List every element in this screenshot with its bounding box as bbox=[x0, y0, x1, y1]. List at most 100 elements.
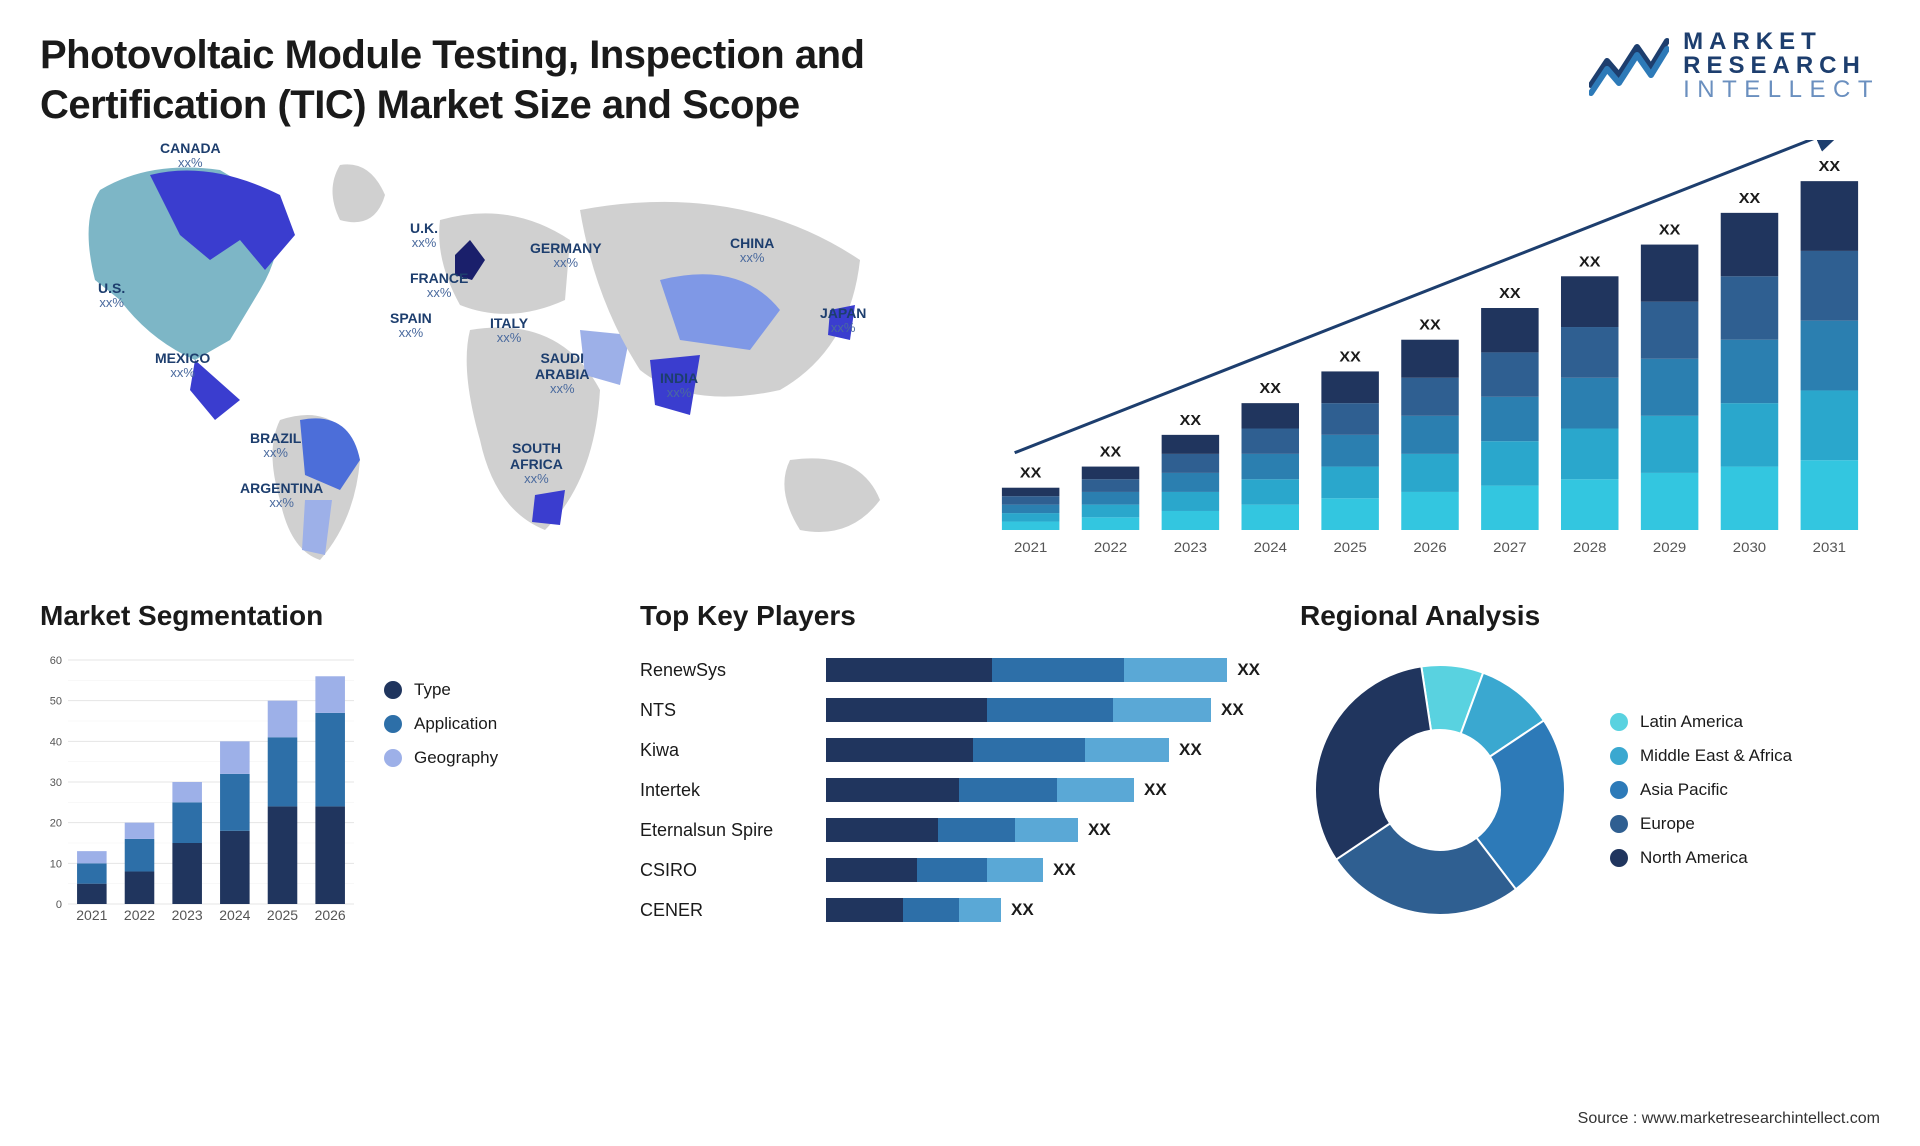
svg-text:20: 20 bbox=[50, 818, 62, 830]
svg-text:2025: 2025 bbox=[1333, 540, 1366, 555]
map-label-china: CHINAxx% bbox=[730, 235, 774, 266]
regional-legend-item: North America bbox=[1610, 848, 1792, 868]
map-label-u-k-: U.K.xx% bbox=[410, 220, 438, 251]
svg-text:XX: XX bbox=[1419, 317, 1441, 333]
player-bar-row: XX bbox=[826, 810, 1260, 850]
segmentation-chart: 0 10 20 30 40 50 60 2021 2022 2023 2024 2025 2026 bbox=[40, 650, 360, 930]
regional-title: Regional Analysis bbox=[1300, 600, 1880, 632]
logo-line-3: INTELLECT bbox=[1683, 78, 1880, 102]
growth-chart: XX 2021 XX 2022 XX 2023 XX 2024 XX 2025 XX 2026 XX 20… bbox=[980, 140, 1880, 570]
svg-text:XX: XX bbox=[1180, 412, 1202, 428]
regional-legend-item: Latin America bbox=[1610, 712, 1792, 732]
svg-text:XX: XX bbox=[1339, 349, 1361, 365]
map-label-brazil: BRAZILxx% bbox=[250, 430, 301, 461]
map-label-argentina: ARGENTINAxx% bbox=[240, 480, 323, 511]
segmentation-legend-item: Geography bbox=[384, 748, 498, 768]
logo-line-1: MARKET bbox=[1683, 30, 1880, 54]
regional-legend: Latin America Middle East & Africa Asia Pa… bbox=[1610, 712, 1792, 868]
header: Photovoltaic Module Testing, Inspection … bbox=[40, 30, 1880, 130]
map-label-italy: ITALYxx% bbox=[490, 315, 528, 346]
map-label-spain: SPAINxx% bbox=[390, 310, 432, 341]
players-bar-column: XX XX XX XX XX XX XX bbox=[826, 650, 1260, 930]
player-label: CENER bbox=[640, 900, 810, 921]
svg-text:2028: 2028 bbox=[1573, 540, 1606, 555]
regional-section: Regional Analysis Latin America Middle Ea… bbox=[1300, 600, 1880, 930]
player-label: NTS bbox=[640, 700, 810, 721]
player-label: Kiwa bbox=[640, 740, 810, 761]
svg-text:2022: 2022 bbox=[1094, 540, 1127, 555]
player-bar-row: XX bbox=[826, 770, 1260, 810]
svg-text:XX: XX bbox=[1100, 444, 1122, 460]
svg-text:2027: 2027 bbox=[1493, 540, 1526, 555]
player-label: Intertek bbox=[640, 780, 810, 801]
svg-text:2030: 2030 bbox=[1733, 540, 1766, 555]
svg-text:XX: XX bbox=[1499, 285, 1521, 301]
player-bar-row: XX bbox=[826, 690, 1260, 730]
players-label-column: RenewSys NTS Kiwa Intertek Eternalsun Spire C… bbox=[640, 650, 810, 930]
svg-text:2026: 2026 bbox=[1413, 540, 1446, 555]
svg-text:30: 30 bbox=[50, 777, 62, 789]
svg-text:XX: XX bbox=[1260, 381, 1282, 397]
logo-text: MARKET RESEARCH INTELLECT bbox=[1683, 30, 1880, 102]
logo-mark-icon bbox=[1589, 35, 1669, 97]
svg-text:60: 60 bbox=[50, 655, 62, 667]
svg-text:2026: 2026 bbox=[315, 907, 346, 923]
segmentation-section: Market Segmentation 0 10 20 30 40 50 60 2021 202… bbox=[40, 600, 600, 930]
top-row: CANADAxx% U.S.xx% MEXICOxx% BRAZILxx% ARGENT… bbox=[40, 140, 1880, 570]
player-label: Eternalsun Spire bbox=[640, 820, 810, 841]
svg-text:XX: XX bbox=[1579, 254, 1601, 270]
regional-legend-item: Asia Pacific bbox=[1610, 780, 1792, 800]
player-label: CSIRO bbox=[640, 860, 810, 881]
map-label-france: FRANCExx% bbox=[410, 270, 468, 301]
player-bar-row: XX bbox=[826, 650, 1260, 690]
map-label-germany: GERMANYxx% bbox=[530, 240, 602, 271]
player-value-label: XX bbox=[1053, 860, 1076, 880]
player-value-label: XX bbox=[1179, 740, 1202, 760]
svg-text:2024: 2024 bbox=[219, 907, 250, 923]
map-label-u-s-: U.S.xx% bbox=[98, 280, 125, 311]
svg-text:2029: 2029 bbox=[1653, 540, 1686, 555]
svg-text:10: 10 bbox=[50, 858, 62, 870]
map-label-mexico: MEXICOxx% bbox=[155, 350, 210, 381]
svg-text:2024: 2024 bbox=[1254, 540, 1287, 555]
svg-text:0: 0 bbox=[56, 899, 62, 911]
player-value-label: XX bbox=[1011, 900, 1034, 920]
logo-line-2: RESEARCH bbox=[1683, 54, 1880, 78]
svg-text:2025: 2025 bbox=[267, 907, 298, 923]
svg-text:XX: XX bbox=[1020, 465, 1042, 481]
regional-legend-item: Middle East & Africa bbox=[1610, 746, 1792, 766]
player-value-label: XX bbox=[1237, 660, 1260, 680]
svg-text:XX: XX bbox=[1739, 190, 1761, 206]
segmentation-legend-item: Application bbox=[384, 714, 498, 734]
source-attribution: Source : www.marketresearchintellect.com bbox=[1578, 1110, 1880, 1128]
svg-text:2031: 2031 bbox=[1813, 540, 1846, 555]
players-section: Top Key Players RenewSys NTS Kiwa Intertek E… bbox=[640, 600, 1260, 930]
player-label: RenewSys bbox=[640, 660, 810, 681]
svg-text:2023: 2023 bbox=[1174, 540, 1207, 555]
regional-legend-item: Europe bbox=[1610, 814, 1792, 834]
svg-text:2023: 2023 bbox=[172, 907, 203, 923]
svg-text:2021: 2021 bbox=[76, 907, 107, 923]
players-title: Top Key Players bbox=[640, 600, 1260, 632]
page-title: Photovoltaic Module Testing, Inspection … bbox=[40, 30, 1040, 130]
world-map: CANADAxx% U.S.xx% MEXICOxx% BRAZILxx% ARGENT… bbox=[40, 140, 940, 570]
player-bar-row: XX bbox=[826, 850, 1260, 890]
player-value-label: XX bbox=[1221, 700, 1244, 720]
svg-text:2022: 2022 bbox=[124, 907, 155, 923]
svg-text:2021: 2021 bbox=[1014, 540, 1047, 555]
svg-text:50: 50 bbox=[50, 696, 62, 708]
map-label-canada: CANADAxx% bbox=[160, 140, 221, 171]
player-value-label: XX bbox=[1144, 780, 1167, 800]
map-label-south-africa: SOUTHAFRICAxx% bbox=[510, 440, 563, 487]
svg-text:XX: XX bbox=[1659, 222, 1681, 238]
map-label-japan: JAPANxx% bbox=[820, 305, 866, 336]
bottom-row: Market Segmentation 0 10 20 30 40 50 60 2021 202… bbox=[40, 600, 1880, 930]
player-bar-row: XX bbox=[826, 730, 1260, 770]
brand-logo: MARKET RESEARCH INTELLECT bbox=[1589, 30, 1880, 102]
player-value-label: XX bbox=[1088, 820, 1111, 840]
regional-donut bbox=[1300, 650, 1580, 930]
map-label-india: INDIAxx% bbox=[660, 370, 698, 401]
svg-text:XX: XX bbox=[1819, 159, 1841, 175]
svg-text:40: 40 bbox=[50, 736, 62, 748]
segmentation-title: Market Segmentation bbox=[40, 600, 600, 632]
